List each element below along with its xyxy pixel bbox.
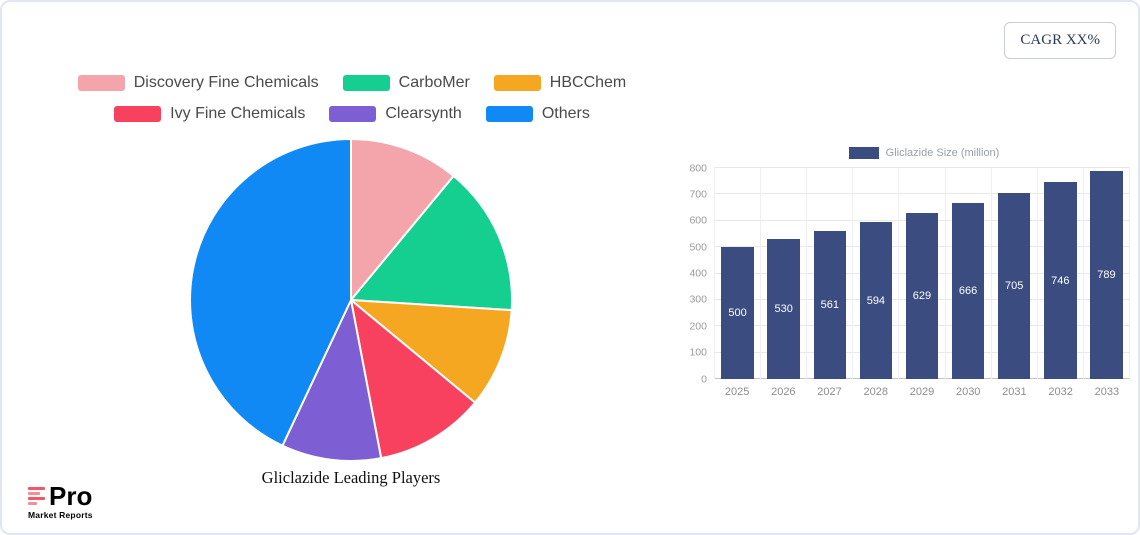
y-tick-label: 500	[689, 240, 707, 253]
bar-2033: 789	[1090, 170, 1123, 379]
x-tick-label-2033: 2033	[1094, 386, 1120, 398]
x-tick-label-2028: 2028	[863, 386, 888, 398]
x-tick-label-2030: 2030	[955, 386, 981, 398]
pie-chart-title: Gliclazide Leading Players	[261, 468, 441, 487]
y-tick-label: 300	[689, 293, 707, 306]
legend-swatch-hbcchem	[493, 75, 541, 91]
x-tick-label-2032: 2032	[1048, 386, 1073, 398]
bar-2031: 705	[997, 193, 1031, 379]
bar-columns: 500 530 561 594 629 666 705 746 789	[714, 168, 1130, 379]
x-tick-label-2031: 2031	[1002, 386, 1027, 398]
bar-column-2026: 530	[760, 168, 806, 379]
bar-chart-legend[interactable]: Gliclazide Size (million)	[714, 147, 1134, 159]
bar-x-axis: 2025 2026 2027 2028 2029 2030 2031 2032 2033	[714, 386, 1130, 398]
bar-value-label: 705	[1005, 280, 1024, 293]
gridline-700	[714, 193, 1130, 195]
bar-value-label: 530	[774, 303, 793, 316]
legend-swatch-ivy-fine-chemicals	[114, 106, 162, 122]
bar-column-2032: 746	[1036, 168, 1083, 379]
y-tick-label: 0	[701, 372, 707, 385]
y-tick-label: 600	[689, 214, 707, 227]
legend-label: Ivy Fine Chemicals	[170, 105, 306, 122]
pie-slice-others	[189, 137, 352, 448]
logo-title: Pro	[49, 481, 93, 511]
legend-label: CarboMer	[398, 74, 470, 91]
pie-slice-carbomer	[348, 174, 513, 312]
x-tick-label-2027: 2027	[817, 386, 842, 398]
bar-2026: 530	[767, 239, 800, 379]
pro-market-reports-logo: Pro Market Reports	[28, 483, 93, 520]
bar-value-label: 789	[1097, 268, 1116, 281]
y-tick-label: 200	[689, 320, 707, 332]
legend-item-discovery-fine-chemicals[interactable]: Discovery Fine Chemicals	[77, 74, 319, 92]
legend-item-others[interactable]: Others	[485, 105, 590, 123]
bar-plot-area: 500 530 561 594 629 666 705 746 789	[714, 167, 1130, 379]
y-tick-label: 700	[689, 188, 707, 201]
bar-column-2033: 789	[1082, 168, 1130, 379]
logo-bars-icon	[28, 487, 46, 505]
bar-plot-row: 0 100 200 300 400 500 600 700 800 500 530 561 594 62…	[684, 163, 1134, 384]
bar-2030: 666	[951, 203, 985, 379]
pie-slice-ivy-fine-chemicals	[349, 297, 477, 460]
bar-value-label: 629	[912, 290, 932, 303]
bar-value-label: 500	[728, 307, 747, 320]
y-tick-label: 800	[689, 161, 707, 174]
bar-y-axis: 0 100 200 300 400 500 600 700 800	[684, 163, 714, 384]
bar-column-2031: 705	[990, 168, 1037, 379]
pie-svg	[189, 137, 513, 463]
pie-slice-discovery-fine-chemicals	[350, 137, 456, 303]
pie-slice-clearsynth	[281, 296, 383, 463]
legend-swatch-others	[485, 106, 533, 122]
gridline-800	[714, 167, 1130, 168]
legend-item-clearsynth[interactable]: Clearsynth	[329, 105, 462, 123]
legend-label: HBCChem	[549, 74, 627, 91]
bar-2029: 629	[905, 213, 939, 379]
bar-column-2025: 500	[714, 168, 760, 379]
legend-swatch-clearsynth	[329, 106, 377, 122]
legend-label: Discovery Fine Chemicals	[133, 74, 319, 91]
cagr-badge: CAGR XX%	[1004, 22, 1116, 59]
legend-label: Clearsynth	[385, 105, 462, 122]
pie-slice-hbcchem	[347, 298, 513, 405]
pie-chart	[187, 136, 515, 464]
logo-top: Pro	[28, 483, 93, 509]
bar-legend-label: Gliclazide Size (million)	[885, 147, 1000, 159]
bar-column-2027: 561	[806, 168, 852, 379]
bar-2032: 746	[1044, 182, 1077, 379]
bar-2027: 561	[813, 231, 846, 379]
y-tick-label: 100	[689, 346, 707, 359]
bar-2025: 500	[721, 247, 754, 379]
bar-value-label: 594	[866, 294, 886, 307]
bar-value-label: 746	[1051, 274, 1070, 287]
bar-2028: 594	[859, 222, 893, 379]
pie-legend: Discovery Fine Chemicals CarboMer HBCChem I…	[32, 74, 672, 123]
bar-column-2028: 594	[852, 168, 898, 379]
x-tick-label-2025: 2025	[724, 386, 750, 398]
legend-item-carbomer[interactable]: CarboMer	[342, 74, 470, 92]
legend-item-hbcchem[interactable]: HBCChem	[493, 74, 627, 92]
bar-column-2030: 666	[944, 168, 991, 379]
legend-item-ivy-fine-chemicals[interactable]: Ivy Fine Chemicals	[114, 105, 305, 123]
logo-subtitle: Market Reports	[28, 510, 93, 520]
bar-chart: Gliclazide Size (million) 0 100 200 300 400 5…	[684, 147, 1134, 398]
legend-swatch-discovery-fine-chemicals	[77, 75, 125, 91]
y-tick-label: 400	[689, 267, 707, 280]
legend-label: Others	[541, 105, 590, 122]
bar-column-2029: 629	[898, 168, 944, 379]
x-tick-label-2026: 2026	[771, 386, 796, 398]
bar-value-label: 561	[820, 299, 839, 312]
bar-legend-swatch	[848, 147, 879, 159]
x-tick-label-2029: 2029	[909, 386, 935, 398]
legend-swatch-carbomer	[342, 75, 390, 91]
bar-value-label: 666	[958, 285, 978, 298]
